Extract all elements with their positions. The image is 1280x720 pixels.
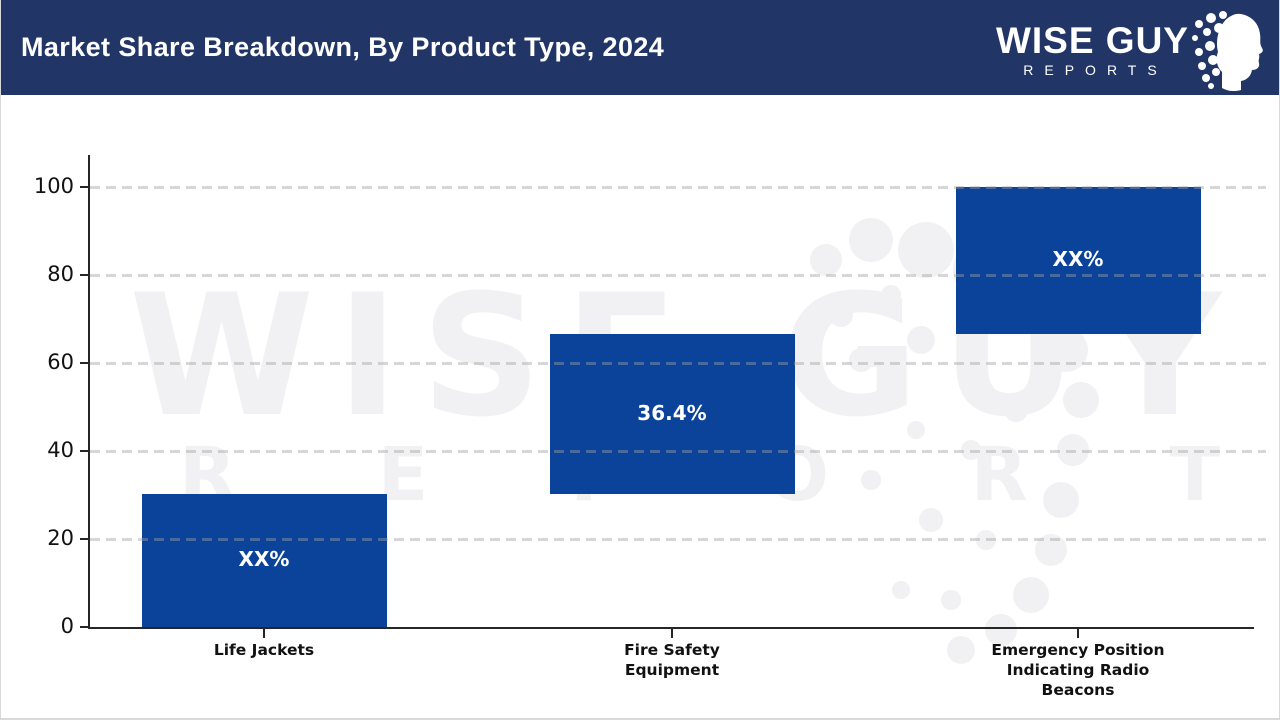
y-axis-tick-40	[80, 450, 89, 452]
header-bar: Market Share Breakdown, By Product Type,…	[1, 0, 1279, 95]
gridline-60	[90, 362, 1266, 365]
logo-face-icon	[1192, 11, 1263, 92]
y-axis-label-0: 0	[60, 614, 74, 638]
category-label: Life Jackets	[213, 641, 315, 659]
bottom-border	[1, 718, 1279, 720]
y-axis-label-40: 40	[47, 438, 74, 462]
bar-value-label: XX%	[238, 547, 290, 572]
y-axis-tick-60	[80, 362, 89, 364]
logo-text: WISE GUY REPORTS	[995, 20, 1189, 79]
x-axis-line	[88, 627, 1254, 629]
bar-segment	[549, 333, 795, 494]
y-axis-label-100: 100	[33, 174, 74, 198]
category-label: Emergency Position Indicating Radio Beacon…	[991, 641, 1165, 699]
logo-wordmark: WISE GUY	[995, 20, 1189, 61]
gridline-20	[90, 538, 1266, 541]
y-axis-label-20: 20	[47, 526, 74, 550]
bar-value-label: 36.4%	[637, 400, 707, 425]
logo-reports-label: REPORTS	[1023, 62, 1168, 78]
gridline-80	[90, 274, 1266, 277]
x-axis-tick	[263, 629, 265, 638]
x-axis-tick	[671, 629, 673, 638]
y-axis-label-60: 60	[47, 350, 74, 374]
gridline-100	[90, 186, 1266, 189]
page-title: Market Share Breakdown, By Product Type,…	[21, 32, 665, 62]
y-axis-tick-100	[80, 186, 89, 188]
y-axis-tick-20	[80, 538, 89, 540]
bar-value-label: XX%	[1052, 247, 1104, 272]
y-axis-line	[88, 155, 90, 629]
x-axis-tick	[1077, 629, 1079, 638]
wise-guy-reports-logo: WISE GUY REPORTS	[996, 8, 1267, 92]
bar-segment	[955, 187, 1201, 334]
y-axis-tick-80	[80, 274, 89, 276]
y-axis-tick-0	[80, 626, 89, 628]
gridline-40	[90, 450, 1266, 453]
bar-segment	[141, 493, 387, 627]
category-label: Fire Safety Equipment	[624, 641, 720, 679]
y-axis-label-80: 80	[47, 262, 74, 286]
